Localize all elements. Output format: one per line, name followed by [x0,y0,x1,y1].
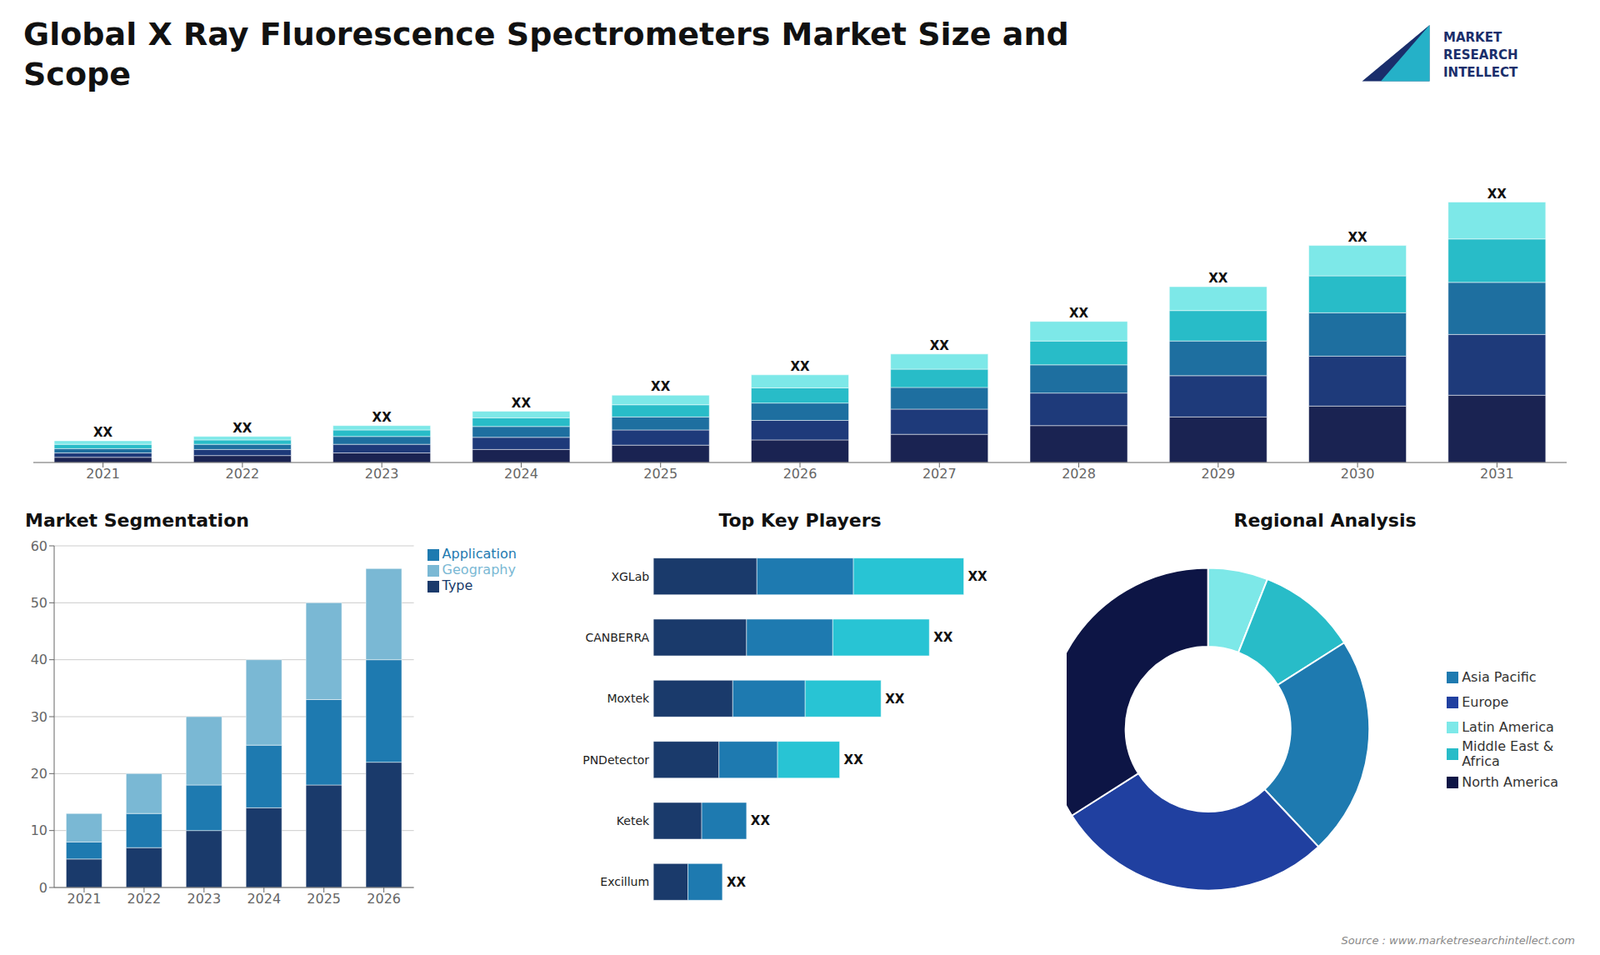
svg-text:XX: XX [968,569,989,585]
svg-text:XX: XX [885,691,905,707]
html-text:North America: North America [1461,773,1559,790]
svg-text:XX: XX [726,875,747,890]
svg-text:Moxtek: Moxtek [606,691,650,705]
html-text:Africa: Africa [1461,753,1500,770]
html-text:Top Key Players: Top Key Players [718,510,882,531]
svg-text:2023: 2023 [186,890,221,907]
svg-text:2024: 2024 [246,890,281,907]
svg-text:2030: 2030 [1340,465,1375,482]
svg-text:XX: XX [511,395,532,411]
svg-text:XGLab: XGLab [610,570,650,584]
svg-text:XX: XX [930,338,950,354]
svg-text:XX: XX [790,359,810,375]
html-text:Regional Analysis: Regional Analysis [1233,510,1417,531]
svg-text:50: 50 [30,595,48,611]
html-text:Middle East &: Middle East & [1461,738,1554,755]
html-text:Asia Pacific: Asia Pacific [1461,668,1537,685]
html-text:Application: Application [442,545,517,562]
svg-text:2031: 2031 [1480,465,1515,482]
svg-text:2025: 2025 [306,890,341,907]
html-text:Source : www.marketresearchint: Source : www.marketresearchintellect.com [1341,934,1575,947]
svg-text:XX: XX [232,420,253,436]
svg-text:Excillum: Excillum [600,875,650,889]
svg-text:XX: XX [1487,186,1508,202]
svg-text:XX: XX [372,410,393,425]
svg-text:2022: 2022 [127,890,162,907]
html-text:Market Segmentation: Market Segmentation [25,510,250,531]
svg-text:10: 10 [30,822,48,839]
html-text:Europe: Europe [1461,693,1509,710]
svg-text:2022: 2022 [225,465,260,482]
svg-text:30: 30 [30,709,48,725]
svg-text:XX: XX [933,630,954,645]
svg-text:XX: XX [844,752,865,768]
svg-text:0: 0 [39,880,48,896]
html-text:Type: Type [442,577,473,594]
svg-text:2026: 2026 [366,890,401,907]
svg-text:XX: XX [1208,270,1229,286]
svg-text:20: 20 [30,765,48,782]
svg-text:XX: XX [750,813,771,829]
svg-text:Ketek: Ketek [616,814,650,828]
svg-text:2025: 2025 [643,465,678,482]
svg-text:2027: 2027 [922,465,957,482]
svg-text:CANBERRA: CANBERRA [585,630,650,645]
svg-text:2023: 2023 [365,465,400,482]
html-text:Geography: Geography [442,561,516,578]
svg-text:2028: 2028 [1061,465,1096,482]
svg-text:XX: XX [1347,230,1368,245]
svg-text:XX: XX [1069,305,1090,321]
svg-text:2021: 2021 [85,465,120,482]
svg-text:2021: 2021 [67,890,102,907]
svg-text:PNDetector: PNDetector [582,753,650,767]
svg-text:2029: 2029 [1200,465,1235,482]
svg-text:XX: XX [650,379,671,395]
svg-text:60: 60 [30,538,48,555]
svg-text:XX: XX [93,425,114,440]
svg-text:40: 40 [30,651,48,668]
svg-text:2024: 2024 [504,465,539,482]
svg-text:2026: 2026 [783,465,818,482]
html-text:Latin America: Latin America [1461,718,1554,735]
html-text:MARKET RESEARCH INTELLECT: MARKET RESEARCH INTELLECT [1443,29,1518,80]
html-text:Global X Ray Fluorescence Spec: Global X Ray Fluorescence Spectrometers … [23,15,1069,93]
